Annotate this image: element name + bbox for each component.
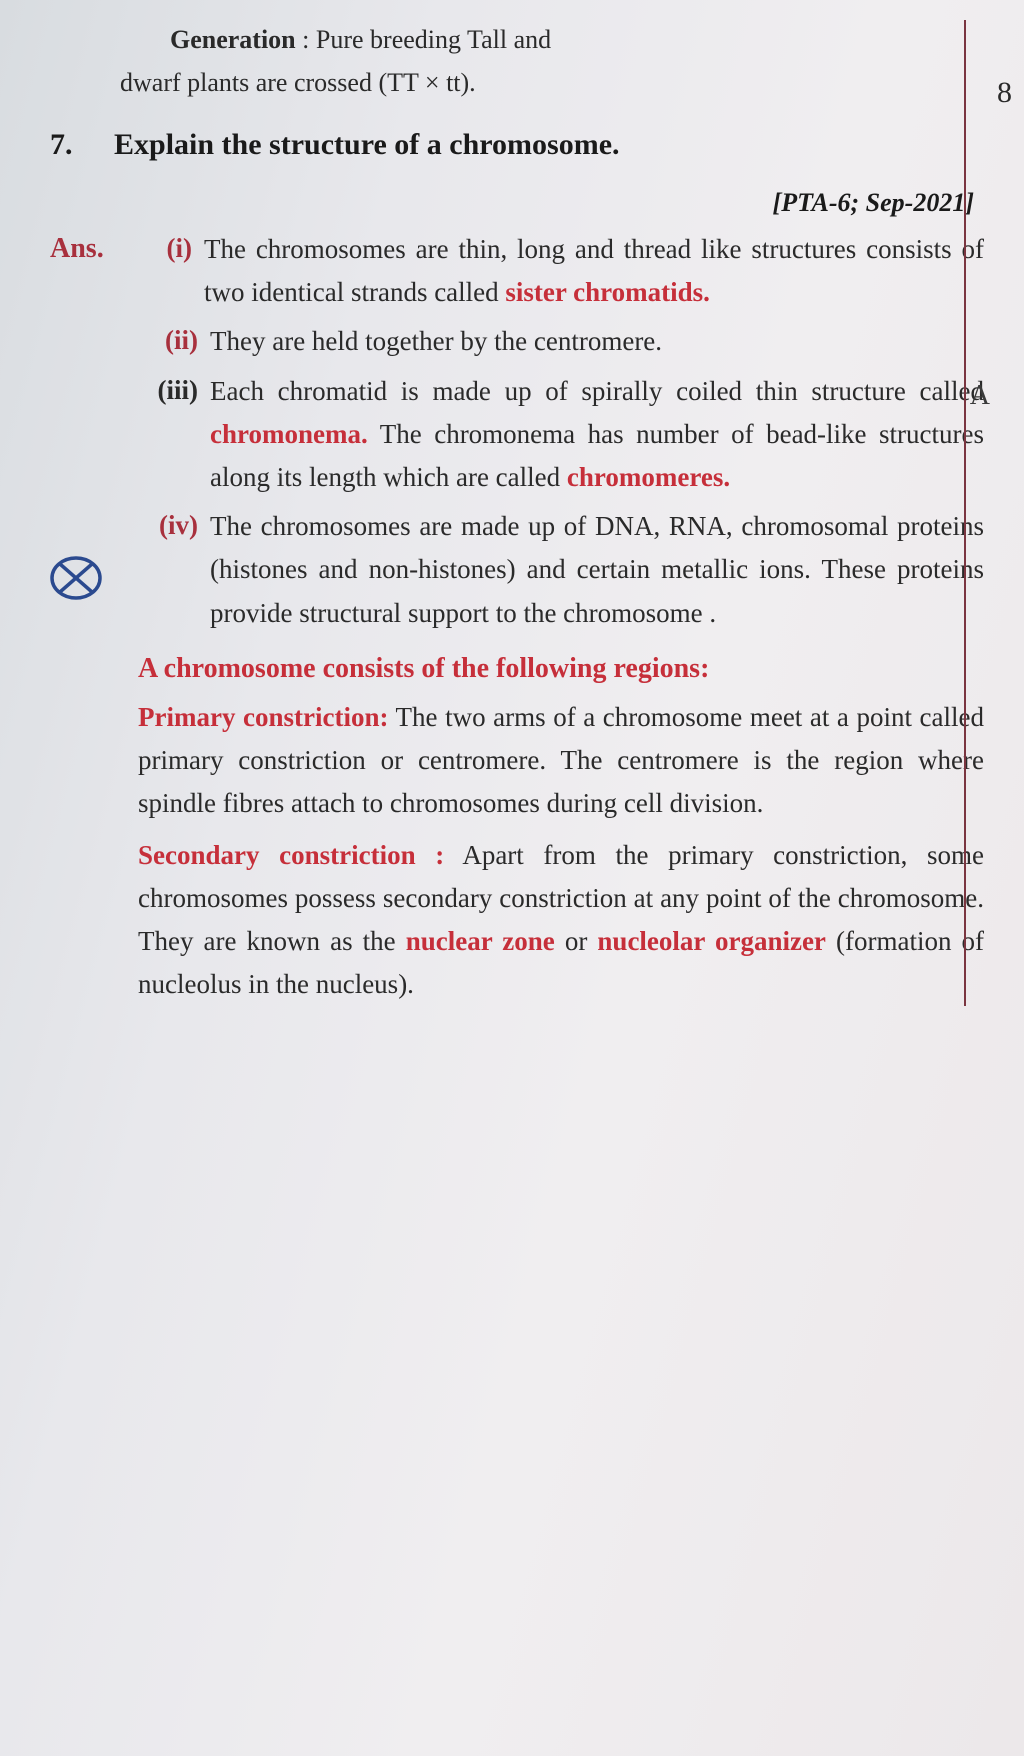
question-row: 7. Explain the structure of a chromosome… (50, 122, 984, 167)
right-margin-rule (964, 20, 966, 1006)
roman-i: (i) (132, 228, 192, 269)
answer-row-1: Ans. (i) The chromosomes are thin, long … (50, 228, 984, 314)
primary-heading: Primary constriction: (138, 702, 388, 732)
answer-row-2: (ii) They are held together by the centr… (138, 320, 984, 363)
intro-line-2: dwarf plants are crossed (TT × tt). (120, 63, 984, 102)
roman-ii: (ii) (138, 320, 198, 361)
secondary-mid: or (555, 926, 598, 956)
secondary-heading: Secondary constriction : (138, 840, 444, 870)
intro-bold: Generation (170, 25, 296, 54)
question-text: Explain the structure of a chromosome. (114, 122, 620, 167)
roman-iii: (iii) (138, 370, 198, 411)
intro-line-1: Generation : Pure breeding Tall and (170, 20, 984, 59)
question-number: 7. (50, 122, 94, 167)
regions-heading: A chromosome consists of the following r… (138, 647, 984, 690)
regions-section: A chromosome consists of the following r… (138, 647, 984, 1007)
point-4-text: The chromosomes are made up of DNA, RNA,… (210, 505, 984, 635)
edge-letter: A (970, 375, 990, 417)
point-3-red: chromonema. (210, 419, 368, 449)
roman-iv: (iv) (138, 505, 198, 546)
pen-annotation-icon (48, 550, 104, 606)
intro-suffix: : Pure breeding Tall and (296, 25, 551, 54)
point-3-red2: chromomeres. (567, 462, 730, 492)
page-content: 8 A Generation : Pure breeding Tall and … (50, 20, 984, 1006)
reference-tag: [PTA-6; Sep-2021] (50, 183, 974, 222)
point-3-pre: Each chromatid is made up of spirally co… (210, 376, 984, 406)
answer-row-3: (iii) Each chromatid is made up of spira… (138, 370, 984, 500)
point-1-red: sister chromatids. (505, 277, 710, 307)
point-3-text: Each chromatid is made up of spirally co… (210, 370, 984, 500)
right-margin-number: 8 (997, 70, 1012, 115)
answer-row-4: (iv) The chromosomes are made up of DNA,… (138, 505, 984, 635)
secondary-red2: nucleolar organizer (597, 926, 826, 956)
primary-constriction-para: Primary constriction: The two arms of a … (138, 696, 984, 826)
secondary-red1: nuclear zone (406, 926, 555, 956)
point-1-text: The chromosomes are thin, long and threa… (204, 228, 984, 314)
secondary-constriction-para: Secondary constriction : Apart from the … (138, 834, 984, 1007)
answer-label: Ans. (50, 228, 120, 270)
point-2-text: They are held together by the centromere… (210, 320, 984, 363)
